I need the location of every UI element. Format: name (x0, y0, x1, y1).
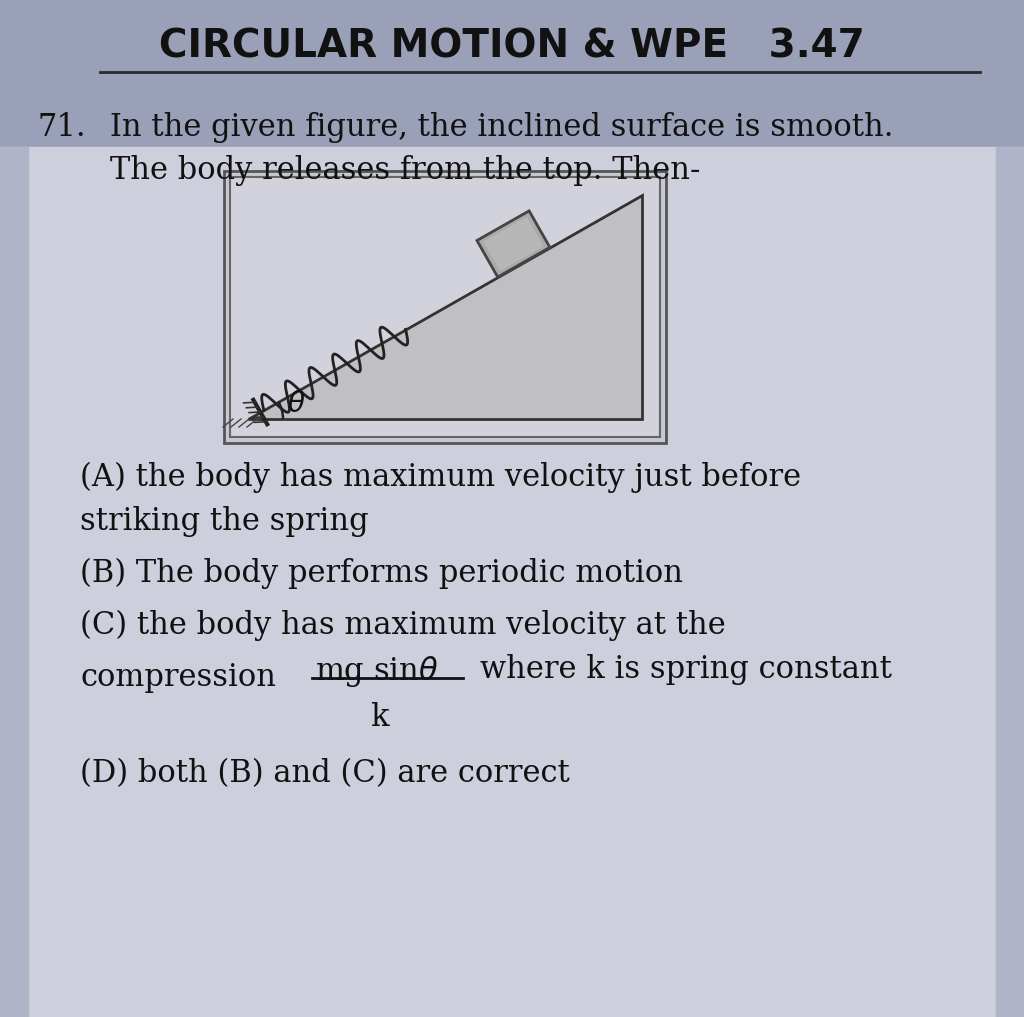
Text: CIRCULAR MOTION & WPE   3.47: CIRCULAR MOTION & WPE 3.47 (159, 28, 865, 66)
Text: θ: θ (288, 390, 304, 418)
Text: where k is spring constant: where k is spring constant (480, 654, 892, 685)
Bar (224, 171, 666, 443)
Text: (C) the body has maximum velocity at the: (C) the body has maximum velocity at the (80, 610, 726, 642)
Bar (0, 147, 1024, 1017)
Text: In the given figure, the inclined surface is smooth.: In the given figure, the inclined surfac… (110, 112, 894, 143)
Text: k: k (370, 702, 388, 733)
Bar (0, 0, 1024, 147)
Bar (230, 177, 660, 437)
Text: (A) the body has maximum velocity just before: (A) the body has maximum velocity just b… (80, 462, 801, 493)
Bar (0, 147, 28, 1017)
Text: compression: compression (80, 662, 276, 693)
Text: 71.: 71. (38, 112, 87, 143)
Text: The body releases from the top. Then-: The body releases from the top. Then- (110, 155, 700, 186)
Text: (B) The body performs periodic motion: (B) The body performs periodic motion (80, 558, 683, 589)
Polygon shape (248, 195, 642, 419)
Bar (996, 147, 1024, 1017)
Polygon shape (477, 211, 550, 277)
Text: striking the spring: striking the spring (80, 506, 369, 537)
Text: mg sin$\mathit{\theta}$: mg sin$\mathit{\theta}$ (315, 654, 438, 689)
Text: (D) both (B) and (C) are correct: (D) both (B) and (C) are correct (80, 758, 569, 789)
Polygon shape (483, 217, 544, 272)
